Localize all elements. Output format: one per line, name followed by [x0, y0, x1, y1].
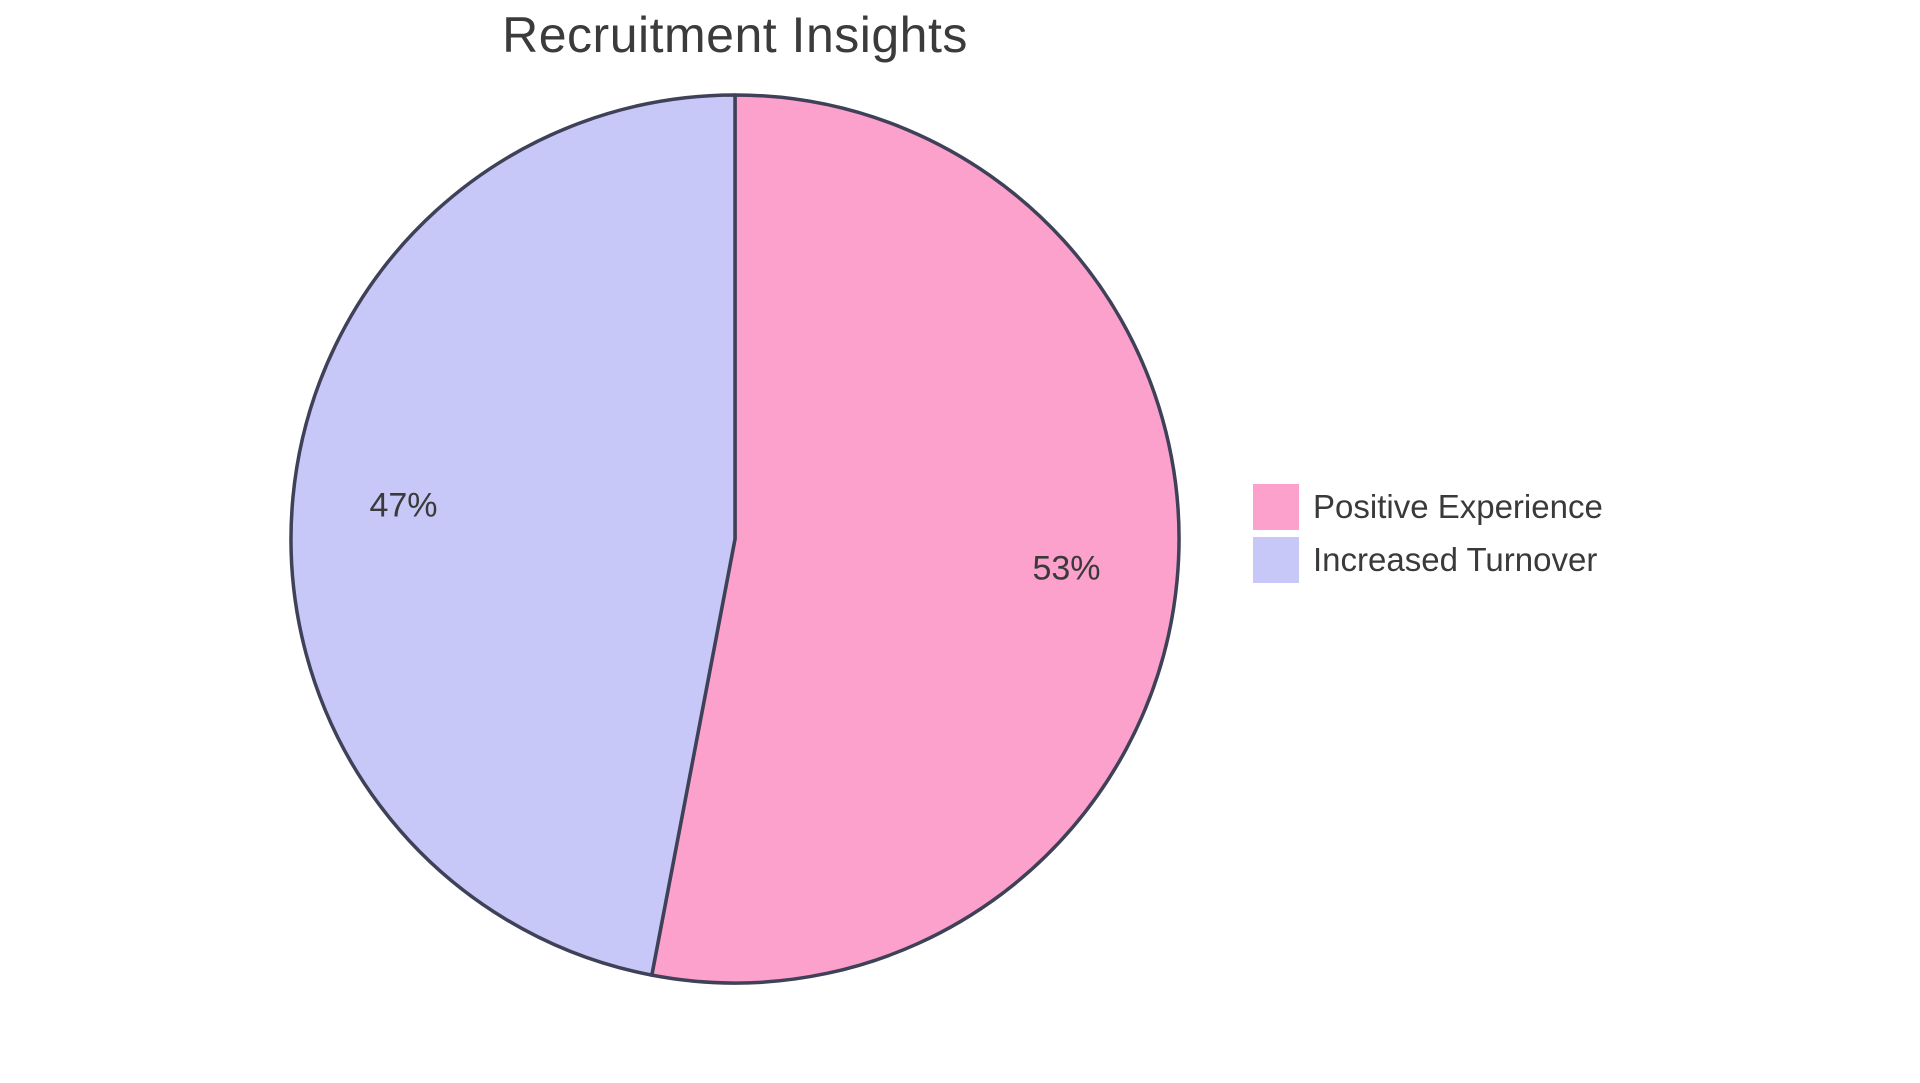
pie-slice-increased-turnover [289, 93, 737, 977]
legend: Positive Experience Increased Turnover [1253, 484, 1603, 583]
legend-swatch-positive-experience-icon [1253, 484, 1299, 530]
slice-label-positive-experience: 53% [1032, 549, 1100, 587]
legend-item-positive-experience: Positive Experience [1253, 484, 1603, 530]
page-title: Recruitment Insights [502, 7, 968, 63]
legend-swatch-increased-turnover-icon [1253, 537, 1299, 583]
legend-label-positive-experience: Positive Experience [1313, 488, 1603, 525]
pie-slice-positive-experience [650, 93, 1181, 985]
slice-label-increased-turnover: 47% [369, 487, 437, 525]
legend-label-increased-turnover: Increased Turnover [1313, 541, 1598, 578]
legend-item-increased-turnover: Increased Turnover [1253, 537, 1603, 583]
